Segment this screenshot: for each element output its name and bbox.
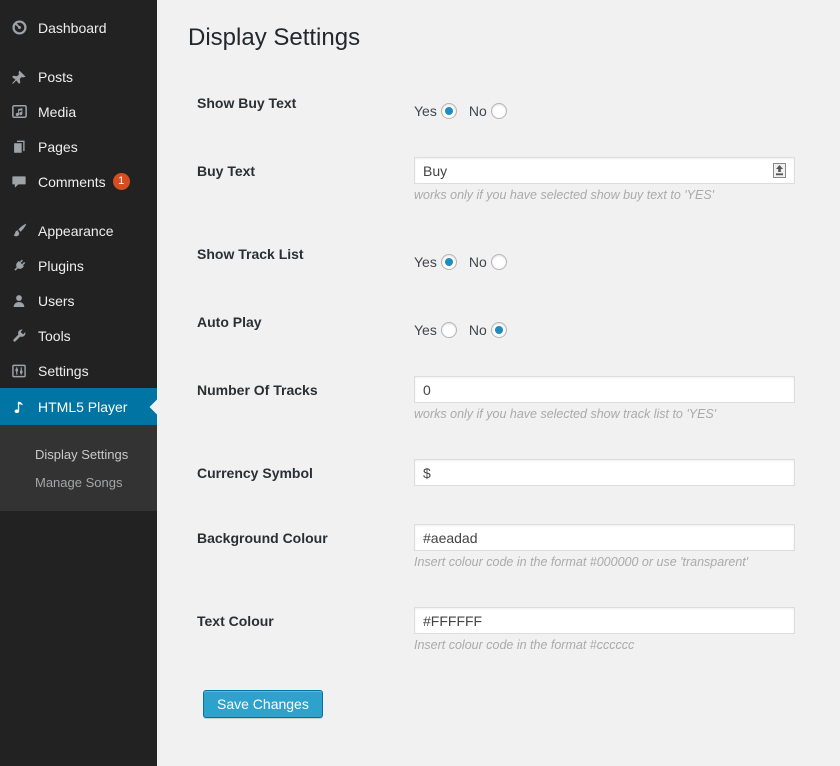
radio-option-label: No	[468, 103, 487, 119]
buy-text-row: Buy Text works only if you have selected…	[197, 157, 820, 202]
admin-sidebar: Dashboard Posts Media	[0, 0, 157, 766]
submenu-item-manage-songs[interactable]: Manage Songs	[35, 475, 123, 490]
wrench-icon	[9, 326, 29, 346]
auto-play-radio-group: Yes No	[414, 308, 795, 338]
number-of-tracks-input[interactable]	[414, 376, 795, 403]
buy-text-input[interactable]	[414, 157, 795, 184]
show-buy-text-no-option[interactable]: No	[469, 103, 507, 119]
admin-menu: Dashboard Posts Media	[0, 0, 157, 511]
auto-play-yes-radio[interactable]	[440, 322, 457, 338]
comments-count-badge: 1	[112, 173, 130, 190]
radio-option-label: Yes	[414, 322, 437, 338]
show-track-list-yes-option[interactable]: Yes	[414, 254, 457, 270]
show-buy-text-radio-group: Yes No	[414, 89, 795, 119]
show-track-list-radio-group: Yes No	[414, 240, 795, 270]
radio-option-label: No	[468, 322, 487, 338]
sidebar-item-tools[interactable]: Tools	[0, 318, 157, 353]
media-icon	[9, 102, 29, 122]
field-hint: works only if you have selected show tra…	[414, 407, 717, 421]
brush-icon	[9, 221, 29, 241]
submenu-item-display-settings[interactable]: Display Settings	[35, 447, 129, 462]
show-track-list-yes-radio[interactable]	[440, 254, 457, 270]
music-note-icon	[9, 397, 29, 417]
field-hint: Insert colour code in the format #000000…	[414, 555, 749, 569]
field-label: Number Of Tracks	[197, 382, 318, 398]
show-track-list-no-option[interactable]: No	[469, 254, 507, 270]
sidebar-item-plugins[interactable]: Plugins	[0, 248, 157, 283]
sidebar-item-posts[interactable]: Posts	[0, 59, 157, 94]
sidebar-item-label: HTML5 Player	[38, 398, 128, 415]
radio-option-label: Yes	[414, 254, 437, 270]
plugin-icon	[9, 256, 29, 276]
pin-icon	[9, 67, 29, 87]
radio-option-label: Yes	[414, 103, 437, 119]
auto-play-no-radio[interactable]	[490, 322, 507, 338]
page-title: Display Settings	[188, 24, 361, 51]
field-hint: works only if you have selected show buy…	[414, 188, 715, 202]
field-label: Show Track List	[197, 246, 304, 262]
auto-play-yes-option[interactable]: Yes	[414, 322, 457, 338]
field-label: Buy Text	[197, 163, 256, 179]
field-label: Auto Play	[197, 314, 262, 330]
sidebar-item-label: Posts	[38, 68, 74, 85]
sidebar-item-pages[interactable]: Pages	[0, 129, 157, 164]
background-colour-row: Background Colour Insert colour code in …	[197, 524, 820, 569]
text-colour-input[interactable]	[414, 607, 795, 634]
user-icon	[9, 291, 29, 311]
display-settings-form: Show Buy Text Yes No Buy Text	[197, 89, 820, 718]
auto-play-row: Auto Play Yes No	[197, 308, 820, 338]
radio-option-label: No	[468, 254, 487, 270]
field-label: Show Buy Text	[197, 95, 297, 111]
autofill-icon[interactable]	[773, 163, 786, 178]
background-colour-input[interactable]	[414, 524, 795, 551]
html5-player-submenu: Display Settings Manage Songs	[0, 425, 157, 511]
show-buy-text-yes-radio[interactable]	[440, 103, 457, 119]
show-track-list-no-radio[interactable]	[490, 254, 507, 270]
sidebar-item-users[interactable]: Users	[0, 283, 157, 318]
sidebar-item-appearance[interactable]: Appearance	[0, 213, 157, 248]
settings-icon	[9, 361, 29, 381]
content-area: Display Settings Show Buy Text Yes No	[157, 0, 840, 766]
sidebar-item-label: Comments	[38, 173, 106, 190]
number-of-tracks-row: Number Of Tracks works only if you have …	[197, 376, 820, 421]
sidebar-item-dashboard[interactable]: Dashboard	[0, 10, 157, 45]
field-label: Text Colour	[197, 613, 274, 629]
comment-icon	[9, 172, 29, 192]
currency-symbol-input[interactable]	[414, 459, 795, 486]
sidebar-item-label: Users	[38, 292, 75, 309]
pages-icon	[9, 137, 29, 157]
menu-separator	[0, 199, 157, 213]
sidebar-item-html5-player[interactable]: HTML5 Player	[0, 388, 157, 425]
sidebar-item-label: Plugins	[38, 257, 84, 274]
sidebar-item-media[interactable]: Media	[0, 94, 157, 129]
currency-symbol-row: Currency Symbol	[197, 459, 820, 486]
field-label: Background Colour	[197, 530, 328, 546]
sidebar-item-label: Dashboard	[38, 19, 107, 36]
field-hint: Insert colour code in the format #cccccc	[414, 638, 635, 652]
save-changes-button[interactable]: Save Changes	[203, 690, 323, 718]
dashboard-icon	[9, 18, 29, 38]
sidebar-item-label: Media	[38, 103, 77, 120]
sidebar-item-label: Tools	[38, 327, 71, 344]
sidebar-item-label: Appearance	[38, 222, 114, 239]
show-buy-text-yes-option[interactable]: Yes	[414, 103, 457, 119]
field-label: Currency Symbol	[197, 465, 313, 481]
show-buy-text-no-radio[interactable]	[490, 103, 507, 119]
text-colour-row: Text Colour Insert colour code in the fo…	[197, 607, 820, 652]
menu-separator	[0, 45, 157, 59]
sidebar-item-label: Pages	[38, 138, 78, 155]
sidebar-item-settings[interactable]: Settings	[0, 353, 157, 388]
show-track-list-row: Show Track List Yes No	[197, 240, 820, 270]
show-buy-text-row: Show Buy Text Yes No	[197, 89, 820, 119]
auto-play-no-option[interactable]: No	[469, 322, 507, 338]
sidebar-item-label: Settings	[38, 362, 89, 379]
sidebar-item-comments[interactable]: Comments 1	[0, 164, 157, 199]
